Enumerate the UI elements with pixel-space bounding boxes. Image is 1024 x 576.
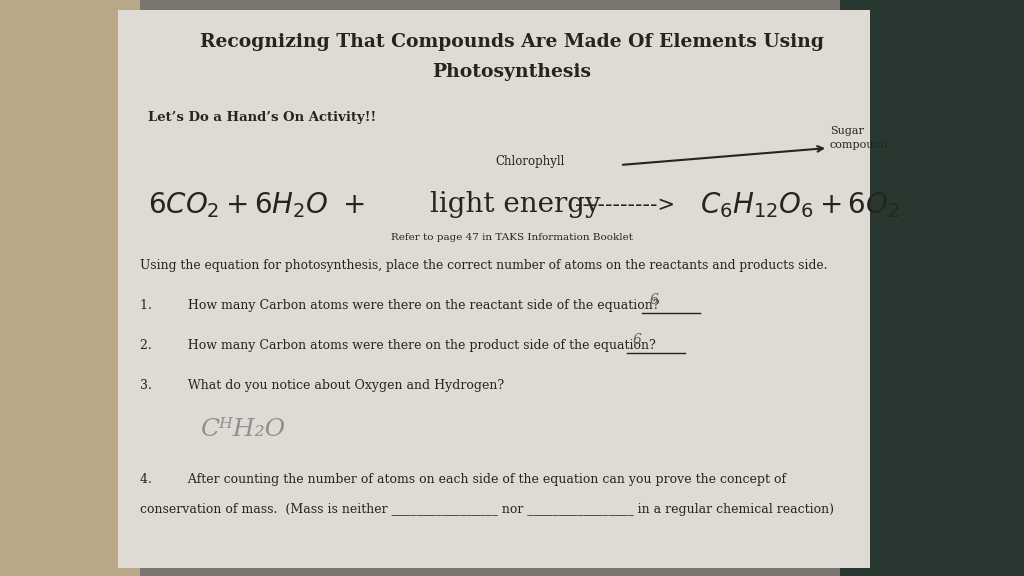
Text: $C_6H_{12}O_6 + 6O_2$: $C_6H_{12}O_6 + 6O_2$ bbox=[700, 190, 900, 220]
Text: 4.         After counting the number of atoms on each side of the equation can y: 4. After counting the number of atoms on… bbox=[140, 473, 786, 487]
Text: 1.         How many Carbon atoms were there on the reactant side of the equation: 1. How many Carbon atoms were there on t… bbox=[140, 298, 659, 312]
Bar bbox=[840, 0, 1024, 576]
Bar bbox=[0, 0, 140, 576]
Text: Let’s Do a Hand’s On Activity!!: Let’s Do a Hand’s On Activity!! bbox=[148, 112, 376, 124]
Text: Recognizing That Compounds Are Made Of Elements Using: Recognizing That Compounds Are Made Of E… bbox=[200, 33, 824, 51]
Text: 3.         What do you notice about Oxygen and Hydrogen?: 3. What do you notice about Oxygen and H… bbox=[140, 378, 504, 392]
Text: Chlorophyll: Chlorophyll bbox=[496, 156, 564, 169]
Bar bbox=[140, 0, 840, 576]
Text: $6CO_2 + 6H_2O\ +\ $: $6CO_2 + 6H_2O\ +\ $ bbox=[148, 190, 365, 220]
Text: Photosynthesis: Photosynthesis bbox=[432, 63, 592, 81]
Text: CᴴH₂O: CᴴH₂O bbox=[200, 419, 285, 441]
Text: conservation of mass.  (Mass is neither _________________ nor _________________ : conservation of mass. (Mass is neither _… bbox=[140, 503, 834, 517]
Text: light energy: light energy bbox=[430, 191, 601, 218]
Text: Refer to page 47 in TAKS Information Booklet: Refer to page 47 in TAKS Information Boo… bbox=[391, 233, 633, 242]
Text: ----------->: -----------> bbox=[575, 195, 675, 215]
Text: Sugar
compound: Sugar compound bbox=[830, 126, 889, 150]
Text: Using the equation for photosynthesis, place the correct number of atoms on the : Using the equation for photosynthesis, p… bbox=[140, 259, 827, 271]
Text: 6: 6 bbox=[633, 333, 642, 347]
Text: 2.         How many Carbon atoms were there on the product side of the equation?: 2. How many Carbon atoms were there on t… bbox=[140, 339, 655, 351]
Text: 6: 6 bbox=[650, 293, 658, 307]
FancyBboxPatch shape bbox=[118, 10, 870, 568]
